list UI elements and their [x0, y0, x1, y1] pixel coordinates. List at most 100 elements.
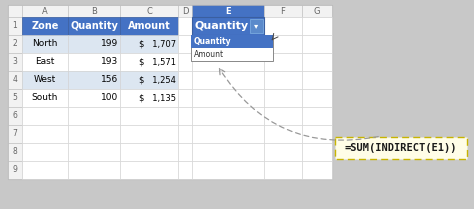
Bar [22, 53, 68, 71]
Bar [68, 89, 120, 107]
Bar [264, 161, 302, 179]
Bar [8, 5, 332, 179]
Bar [178, 53, 192, 71]
Text: 5: 5 [13, 93, 18, 102]
Bar [8, 17, 22, 35]
Text: 6: 6 [13, 111, 18, 121]
Text: D: D [182, 6, 188, 15]
Text: $   1,571: $ 1,571 [139, 57, 176, 66]
Bar [192, 5, 264, 17]
Bar [302, 89, 332, 107]
Bar [302, 107, 332, 125]
Text: South: South [32, 93, 58, 102]
Text: G: G [314, 6, 320, 15]
Bar [120, 35, 178, 53]
Bar [302, 5, 332, 17]
Bar [302, 71, 332, 89]
Bar [178, 71, 192, 89]
Bar [178, 35, 192, 53]
Bar [178, 17, 192, 35]
Text: 100: 100 [101, 93, 118, 102]
Bar [120, 107, 178, 125]
Text: B: B [91, 6, 97, 15]
Text: $   1,135: $ 1,135 [139, 93, 176, 102]
Bar [68, 161, 120, 179]
Bar [8, 71, 22, 89]
Bar [302, 35, 332, 53]
Text: Quantity: Quantity [194, 37, 232, 46]
Bar [178, 143, 192, 161]
Bar [178, 89, 192, 107]
Text: 1: 1 [13, 22, 18, 31]
Text: Quantity: Quantity [70, 21, 118, 31]
Bar [8, 35, 22, 53]
Bar [22, 107, 68, 125]
Text: ▾: ▾ [255, 22, 259, 31]
Bar [178, 107, 192, 125]
Bar [264, 143, 302, 161]
Text: Zone: Zone [31, 21, 59, 31]
Bar [264, 35, 302, 53]
Bar [68, 35, 120, 53]
Text: 8: 8 [13, 148, 18, 157]
Bar [22, 5, 68, 17]
Bar [192, 125, 264, 143]
Bar [120, 53, 178, 71]
Bar [302, 143, 332, 161]
Bar [178, 161, 192, 179]
Text: Amount: Amount [194, 50, 224, 59]
Text: F: F [281, 6, 285, 15]
Bar [22, 89, 68, 107]
Text: E: E [225, 6, 231, 15]
Bar [302, 161, 332, 179]
Bar [302, 125, 332, 143]
Bar [302, 53, 332, 71]
Text: 193: 193 [101, 57, 118, 66]
Bar [22, 125, 68, 143]
Bar [68, 125, 120, 143]
Bar [120, 161, 178, 179]
Bar [120, 89, 178, 107]
Text: 9: 9 [13, 166, 18, 175]
Bar [250, 19, 263, 33]
Bar [120, 17, 178, 35]
Bar [8, 5, 22, 17]
Bar [192, 89, 264, 107]
Bar [192, 35, 264, 53]
Bar [8, 143, 22, 161]
Bar [68, 53, 120, 71]
Bar [68, 71, 120, 89]
Bar [191, 35, 273, 48]
Bar [120, 125, 178, 143]
Bar [8, 53, 22, 71]
Bar [22, 161, 68, 179]
Text: =SUM(INDIRECT(E1)): =SUM(INDIRECT(E1)) [345, 143, 457, 153]
Text: $   1,254: $ 1,254 [139, 75, 176, 84]
Text: 4: 4 [13, 75, 18, 84]
Bar [68, 143, 120, 161]
Bar [68, 17, 120, 35]
Bar [120, 143, 178, 161]
Bar [264, 107, 302, 125]
Text: 199: 199 [101, 40, 118, 48]
Text: 3: 3 [13, 57, 18, 66]
Text: West: West [34, 75, 56, 84]
Bar [192, 161, 264, 179]
Bar [192, 107, 264, 125]
Text: 2: 2 [13, 40, 18, 48]
FancyBboxPatch shape [335, 137, 467, 159]
Bar [264, 71, 302, 89]
Bar [8, 125, 22, 143]
Bar [192, 143, 264, 161]
Bar [264, 17, 302, 35]
Bar [264, 5, 302, 17]
Bar [22, 17, 68, 35]
Bar [8, 89, 22, 107]
Text: A: A [42, 6, 48, 15]
Text: 7: 7 [13, 130, 18, 139]
Bar [22, 71, 68, 89]
Text: East: East [35, 57, 55, 66]
Bar [264, 125, 302, 143]
Bar [22, 143, 68, 161]
Bar [8, 107, 22, 125]
